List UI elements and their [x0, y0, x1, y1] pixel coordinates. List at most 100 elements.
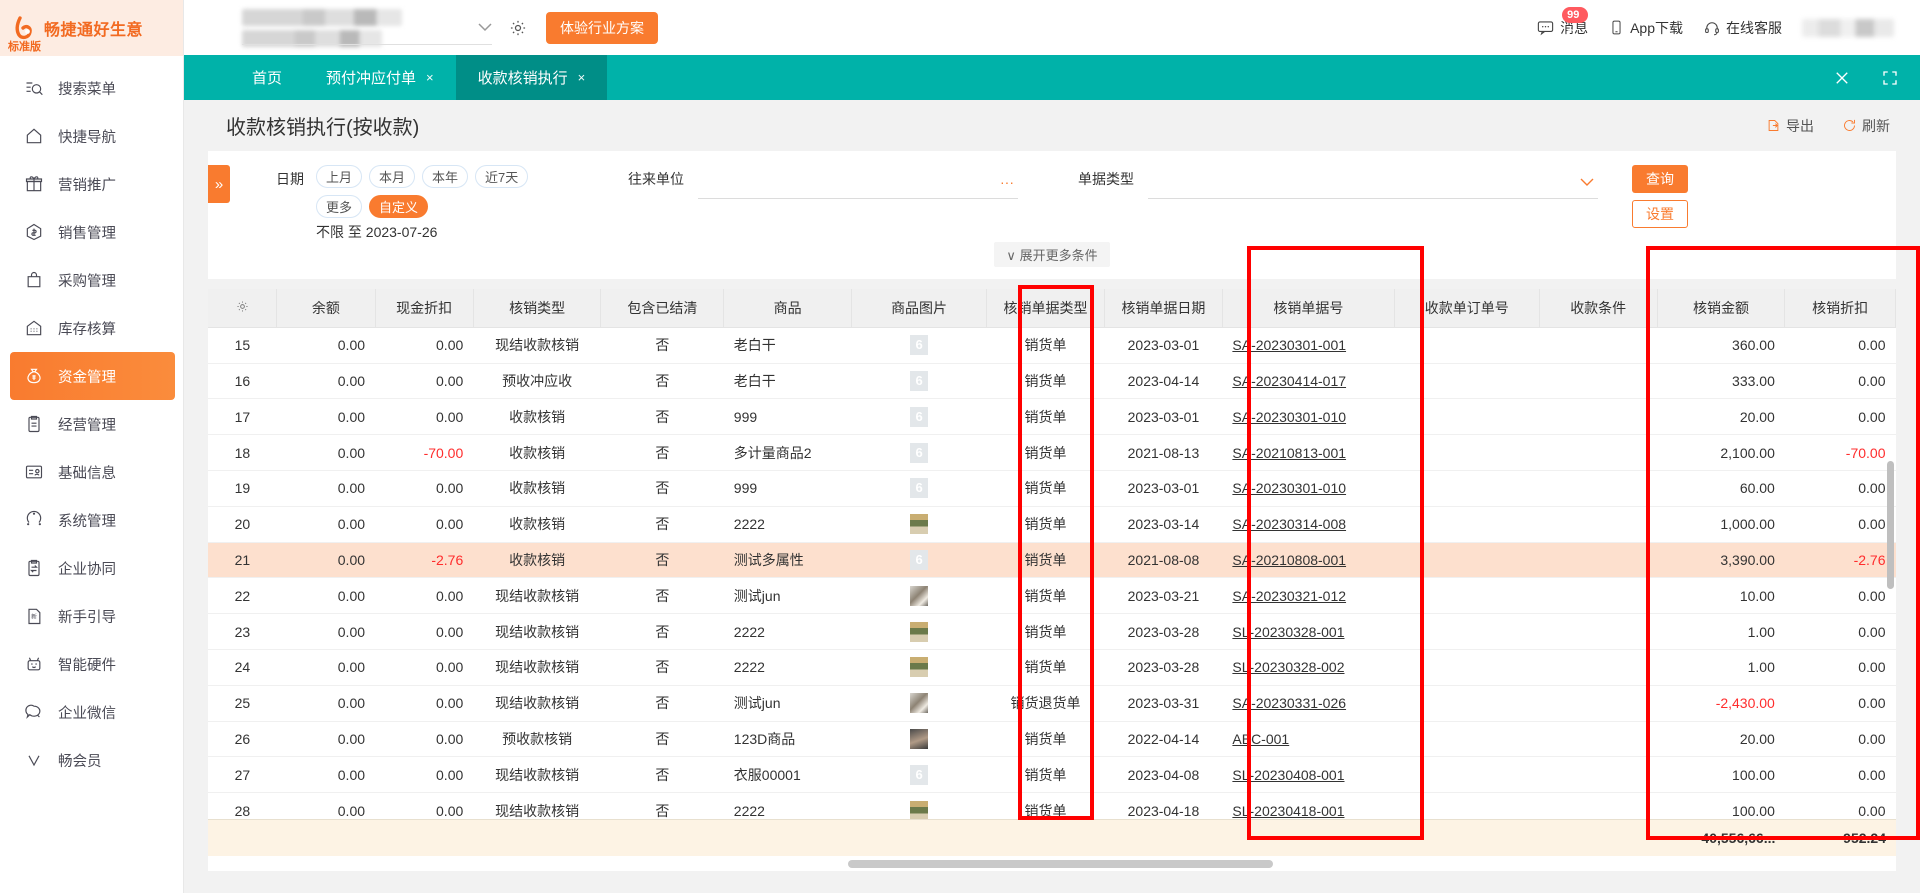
org-selector[interactable]: [242, 8, 492, 47]
doc-no-link[interactable]: SA-20230321-012: [1232, 587, 1347, 604]
sidebar-item-member[interactable]: 畅会员: [0, 736, 183, 784]
close-icon[interactable]: ×: [426, 70, 434, 86]
date-chip-more[interactable]: 更多: [316, 195, 363, 219]
sidebar-item-quick-nav[interactable]: 快捷导航: [0, 112, 183, 160]
close-tab-icon[interactable]: [1820, 55, 1864, 100]
column-header-writeoff-type[interactable]: 核销类型: [473, 289, 602, 328]
cell-doc-no[interactable]: SA-20210808-001: [1222, 542, 1395, 579]
cell-doc-no[interactable]: ABC-001: [1222, 721, 1395, 758]
doc-no-link[interactable]: SA-20230301-010: [1232, 408, 1347, 425]
sidebar-item-collaboration[interactable]: 企业协同: [0, 544, 183, 592]
cell-doc-no[interactable]: SL-20230418-001: [1222, 792, 1395, 820]
partner-input-wrap[interactable]: ···: [698, 165, 1018, 200]
chevron-down-icon[interactable]: [1580, 174, 1594, 190]
query-button[interactable]: 查询: [1632, 165, 1688, 194]
sidebar-item-basic-info[interactable]: 基础信息: [0, 448, 183, 496]
tab-home[interactable]: 首页: [230, 55, 304, 100]
date-chip-last-7-days[interactable]: 近7天: [475, 165, 529, 189]
column-header-writeoff-discount[interactable]: 核销折扣: [1784, 289, 1896, 328]
expand-more-conditions[interactable]: ∨ 展开更多条件: [994, 242, 1110, 268]
table-row[interactable]: 22 0.00 0.00 现结收款核销否测试jun 销货单 2023-03-21 SA-20…: [208, 577, 1896, 615]
doc-no-link[interactable]: SL-20230328-001: [1232, 623, 1345, 640]
gear-icon[interactable]: [508, 18, 528, 38]
cell-doc-no[interactable]: SA-20230314-008: [1222, 506, 1395, 543]
sidebar-item-purchase[interactable]: 采购管理: [0, 256, 183, 304]
doctype-select-wrap[interactable]: [1148, 165, 1598, 200]
experience-solution-button[interactable]: 体验行业方案: [546, 11, 658, 44]
date-chip-this-month[interactable]: 本月: [369, 165, 416, 189]
sidebar-item-sales[interactable]: 销售管理: [0, 208, 183, 256]
date-chip-custom[interactable]: 自定义: [369, 195, 429, 219]
sidebar-item-onboarding[interactable]: 新 新手引导: [0, 592, 183, 640]
export-button[interactable]: 导出: [1766, 116, 1814, 136]
cell-doc-no[interactable]: SA-20230301-001: [1222, 327, 1395, 364]
sidebar-item-inventory[interactable]: 库存核算: [0, 304, 183, 352]
fullscreen-icon[interactable]: [1868, 55, 1912, 100]
cell-product-image[interactable]: [851, 542, 987, 579]
column-header-balance[interactable]: 余额: [276, 289, 376, 328]
online-support-button[interactable]: 在线客服: [1703, 18, 1782, 38]
cell-product-image[interactable]: [851, 649, 987, 686]
sidebar-item-operations[interactable]: 经营管理: [0, 400, 183, 448]
table-scroll-area[interactable]: 余额 现金折扣 核销类型 包含已结清 商品 商品图片 核销单据类型 核销单据日期…: [208, 289, 1896, 820]
column-header-order-no[interactable]: 收款单订单号: [1394, 289, 1540, 328]
cell-doc-no[interactable]: SL-20230328-002: [1222, 649, 1395, 686]
ellipsis-icon[interactable]: ···: [1000, 173, 1014, 190]
column-header-product-image[interactable]: 商品图片: [851, 289, 988, 328]
sidebar-item-system[interactable]: 系统管理: [0, 496, 183, 544]
sidebar-item-search-menu[interactable]: 搜索菜单: [0, 64, 183, 112]
date-chip-this-year[interactable]: 本年: [422, 165, 469, 189]
refresh-button[interactable]: 刷新: [1842, 116, 1890, 136]
column-header-cash-discount[interactable]: 现金折扣: [375, 289, 474, 328]
vertical-scrollbar[interactable]: [1887, 461, 1894, 590]
date-chip-last-month[interactable]: 上月: [316, 165, 363, 189]
column-header-include-settled[interactable]: 包含已结清: [600, 289, 725, 328]
cell-doc-no[interactable]: SA-20230301-010: [1222, 398, 1395, 436]
doc-no-link[interactable]: SA-20210808-001: [1232, 551, 1347, 568]
doc-no-link[interactable]: SL-20230418-001: [1232, 802, 1345, 819]
messages-button[interactable]: 消息 99 +: [1536, 6, 1589, 38]
cell-product-image[interactable]: [851, 685, 987, 722]
column-settings-icon[interactable]: [208, 289, 278, 328]
doc-no-link[interactable]: SA-20230301-001: [1232, 337, 1347, 354]
table-row[interactable]: 180.00-70.00收款核销否多计量商品2销货单2021-08-13SA-2…: [208, 434, 1896, 471]
cell-product-image[interactable]: [851, 792, 987, 820]
table-row[interactable]: 28 0.00 0.00 现结收款核销否 2222 销货单 2023-04-18 SL-202…: [208, 792, 1896, 820]
cell-product-image[interactable]: [851, 577, 987, 615]
column-header-doc-type[interactable]: 核销单据类型: [986, 289, 1105, 328]
column-header-writeoff-amount[interactable]: 核销金额: [1657, 289, 1786, 328]
cell-product-image[interactable]: [851, 470, 987, 507]
cell-doc-no[interactable]: SA-20230321-012: [1222, 577, 1395, 615]
doc-no-link[interactable]: SA-20230314-008: [1232, 516, 1347, 533]
table-row[interactable]: 270.000.00现结收款核销否衣服00001销货单2023-04-08SL-…: [208, 756, 1896, 794]
cell-product-image[interactable]: [851, 363, 987, 400]
cell-doc-no[interactable]: SL-20230328-001: [1222, 613, 1395, 650]
close-icon[interactable]: ×: [577, 70, 586, 86]
column-header-product[interactable]: 商品: [723, 289, 853, 328]
doc-no-link[interactable]: SL-20230328-002: [1232, 659, 1345, 676]
user-account-masked[interactable]: [1802, 18, 1894, 37]
cell-product-image[interactable]: [851, 756, 987, 794]
table-row[interactable]: 190.000.00收款核销否999销货单2023-03-01SA-202303…: [208, 470, 1896, 507]
tab-receipt-writeoff[interactable]: 收款核销执行 ×: [455, 55, 608, 101]
doc-no-link[interactable]: SL-20230408-001: [1232, 766, 1345, 783]
doc-no-link[interactable]: SA-20230414-017: [1232, 373, 1347, 389]
doc-no-link[interactable]: SA-20230301-010: [1232, 480, 1347, 497]
doc-no-link[interactable]: SA-20230331-026: [1232, 695, 1347, 712]
table-row[interactable]: 24 0.00 0.00 现结收款核销否 2222 销货单 2023-03-28 SL-202…: [208, 649, 1896, 686]
column-header-doc-no[interactable]: 核销单据号: [1222, 289, 1395, 328]
cell-product-image[interactable]: [851, 398, 987, 436]
date-range-value[interactable]: 不限 至 2023-07-26: [316, 224, 438, 241]
sidebar-item-smart-hardware[interactable]: 智能硬件: [0, 640, 183, 688]
cell-product-image[interactable]: [851, 613, 987, 650]
tab-prepay-offset[interactable]: 预付冲应付单 ×: [304, 55, 456, 100]
column-header-receipt-terms[interactable]: 收款条件: [1539, 289, 1658, 328]
settings-button[interactable]: 设置: [1632, 200, 1688, 229]
cell-doc-no[interactable]: SA-20230301-010: [1222, 470, 1395, 507]
table-row[interactable]: 210.00-2.76收款核销否测试多属性销货单2021-08-08SA-202…: [208, 542, 1896, 579]
chevron-down-icon[interactable]: [478, 20, 492, 35]
sidebar-item-wecom[interactable]: 企业微信: [0, 688, 183, 736]
column-header-doc-date[interactable]: 核销单据日期: [1104, 289, 1223, 328]
horizontal-scroll-thumb[interactable]: [848, 859, 1273, 868]
table-row[interactable]: 150.000.00现结收款核销否老白干销货单2023-03-01SA-2023…: [208, 327, 1896, 364]
